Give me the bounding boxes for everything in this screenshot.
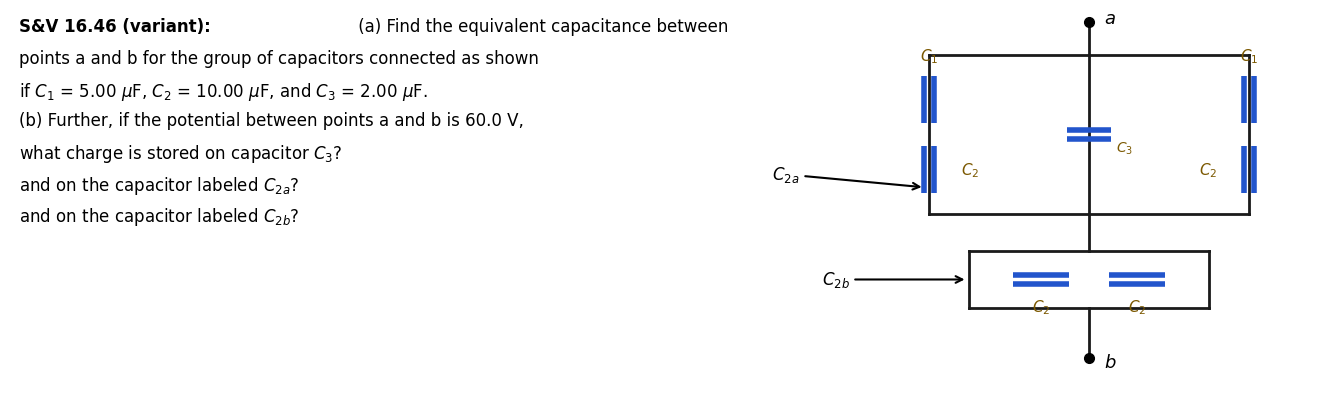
- Text: (b) Further, if the potential between points a and b is 60.0 V,: (b) Further, if the potential between po…: [20, 112, 524, 130]
- Text: what charge is stored on capacitor $C_3$?: what charge is stored on capacitor $C_3$…: [20, 143, 342, 165]
- Text: $C_2$: $C_2$: [1128, 298, 1147, 316]
- Text: $a$: $a$: [1104, 10, 1116, 28]
- Text: $C_2$: $C_2$: [1032, 298, 1051, 316]
- Text: S&V 16.46 (variant):: S&V 16.46 (variant):: [20, 18, 211, 36]
- Text: if $C_1$ = 5.00 $\mu$F, $C_2$ = 10.00 $\mu$F, and $C_3$ = 2.00 $\mu$F.: if $C_1$ = 5.00 $\mu$F, $C_2$ = 10.00 $\…: [20, 81, 429, 103]
- Text: $b$: $b$: [1104, 353, 1116, 371]
- Text: and on the capacitor labeled $C_{2a}$?: and on the capacitor labeled $C_{2a}$?: [20, 174, 300, 196]
- Text: $C_{2a}$: $C_{2a}$: [772, 165, 920, 190]
- Text: points a and b for the group of capacitors connected as shown: points a and b for the group of capacito…: [20, 49, 539, 67]
- Text: and on the capacitor labeled $C_{2b}$?: and on the capacitor labeled $C_{2b}$?: [20, 205, 300, 227]
- Text: (a) Find the equivalent capacitance between: (a) Find the equivalent capacitance betw…: [353, 18, 729, 36]
- Text: $C_1$: $C_1$: [920, 47, 938, 65]
- Text: $C_1$: $C_1$: [1239, 47, 1258, 65]
- Text: $C_{2b}$: $C_{2b}$: [821, 270, 962, 290]
- Text: $C_2$: $C_2$: [1198, 161, 1217, 180]
- Text: $C_3$: $C_3$: [1116, 140, 1133, 157]
- Text: $C_2$: $C_2$: [961, 161, 979, 180]
